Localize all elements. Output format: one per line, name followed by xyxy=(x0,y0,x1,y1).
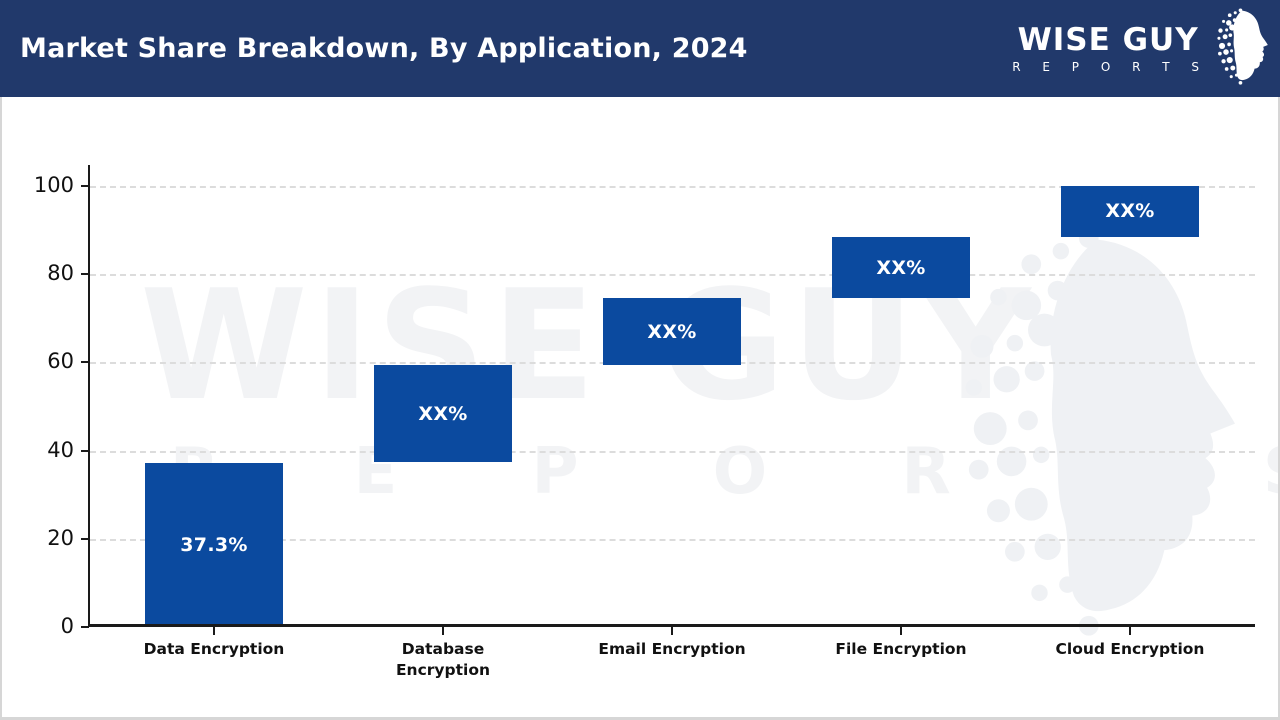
bar-value-label: XX% xyxy=(876,256,926,279)
y-tick-label: 100 xyxy=(33,173,74,197)
y-tick-label: 0 xyxy=(60,614,74,638)
gridline xyxy=(90,186,1255,188)
bar-value-label: XX% xyxy=(647,320,697,343)
chart-area: WISE GUY R E P O R T S 0 20 40 60 80 100 37.3%… xyxy=(0,97,1280,720)
x-axis-tick xyxy=(1129,627,1131,635)
brand-logo: WISE GUY R E P O R T S xyxy=(1008,4,1274,94)
gridline xyxy=(90,274,1255,277)
brand-face-icon xyxy=(1217,8,1268,85)
bar-value-label: XX% xyxy=(418,402,468,425)
x-category-label: Database Encryption xyxy=(395,640,491,679)
x-axis-tick xyxy=(442,627,444,635)
x-category-label: Data Encryption xyxy=(143,640,285,658)
bar-plot: 0 20 40 60 80 100 37.3% Data Encryption XX% Datab… xyxy=(2,97,1278,717)
x-axis-tick xyxy=(213,627,215,635)
y-axis-tick xyxy=(81,449,89,452)
bar: 37.3% xyxy=(145,462,283,627)
header-bar: Market Share Breakdown, By Application, … xyxy=(0,0,1280,97)
y-axis-tick xyxy=(81,361,89,364)
y-tick-label: 80 xyxy=(47,261,74,286)
gridline xyxy=(90,450,1255,453)
y-tick-label: 60 xyxy=(47,349,74,374)
gridline xyxy=(90,538,1255,541)
x-axis-tick xyxy=(900,627,902,635)
chart-title: Market Share Breakdown, By Application, … xyxy=(20,33,748,64)
brand-logo-text: WISE GUY R E P O R T S xyxy=(1008,21,1208,74)
bar-value-label: 37.3% xyxy=(180,533,248,556)
bar: XX% xyxy=(374,364,512,463)
y-tick-label: 20 xyxy=(47,525,74,550)
y-axis-tick xyxy=(81,626,89,628)
bar: XX% xyxy=(603,298,741,365)
y-axis-tick xyxy=(81,537,89,540)
y-axis-tick xyxy=(81,185,89,187)
x-category-label: File Encryption xyxy=(835,640,967,658)
x-axis-line xyxy=(88,624,1255,627)
y-axis-tick xyxy=(81,273,89,276)
bar: XX% xyxy=(1061,186,1199,237)
x-category-label: Email Encryption xyxy=(598,640,746,658)
y-tick-label: 40 xyxy=(47,437,74,462)
x-axis-tick xyxy=(671,627,673,635)
y-axis-line xyxy=(88,165,90,627)
bar-value-label: XX% xyxy=(1105,200,1155,223)
brand-subname: R E P O R T S xyxy=(1012,59,1208,74)
brand-name: WISE GUY xyxy=(1017,21,1199,58)
x-category-label: Cloud Encryption xyxy=(1055,640,1205,658)
bar: XX% xyxy=(832,236,970,299)
